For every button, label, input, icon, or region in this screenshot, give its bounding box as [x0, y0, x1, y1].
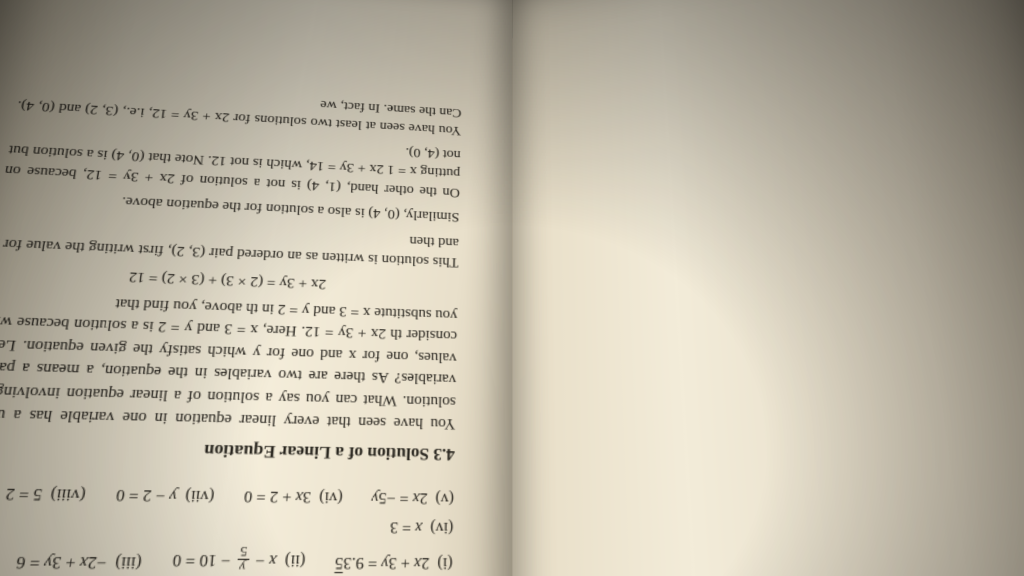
eq-i: (i) 2x + 3y = 9.35: [334, 545, 453, 574]
body-text: You have seen that every linear equation…: [0, 76, 462, 434]
eq-viii: (viii) 5 = 2: [4, 481, 87, 507]
textbook-page: 52 (i) 2x + 3y = 9.35 (ii) x − y5 − 10 =…: [0, 0, 512, 576]
eq-iv: (iv) x = 3: [390, 514, 454, 539]
eq-iii: (iii) −2x + 3y = 6: [15, 543, 144, 574]
eq-v: (v) 2x = −5y: [371, 485, 454, 510]
left-page-stack: [512, 0, 1024, 576]
eq-ii: (ii) x − y5 − 10 = 0: [171, 544, 306, 574]
eq-vi: (vi) 3x + 2 = 0: [243, 483, 343, 508]
exercise-row-2: (v) 2x = −5y (vi) 3x + 2 = 0 (vii) y − 2…: [0, 480, 454, 510]
para-1: You have seen that every linear equation…: [0, 287, 458, 435]
scene-container: 52 (i) 2x + 3y = 9.35 (ii) x − y5 − 10 =…: [0, 0, 1024, 576]
section-title: 4.3 Solution of a Linear Equation: [0, 432, 455, 466]
exercise-row-1: (i) 2x + 3y = 9.35 (ii) x − y5 − 10 = 0 …: [0, 510, 454, 574]
eq-vii: (vii) y − 2 = 0: [115, 482, 216, 508]
book-rotated: 52 (i) 2x + 3y = 9.35 (ii) x − y5 − 10 =…: [0, 24, 1024, 576]
